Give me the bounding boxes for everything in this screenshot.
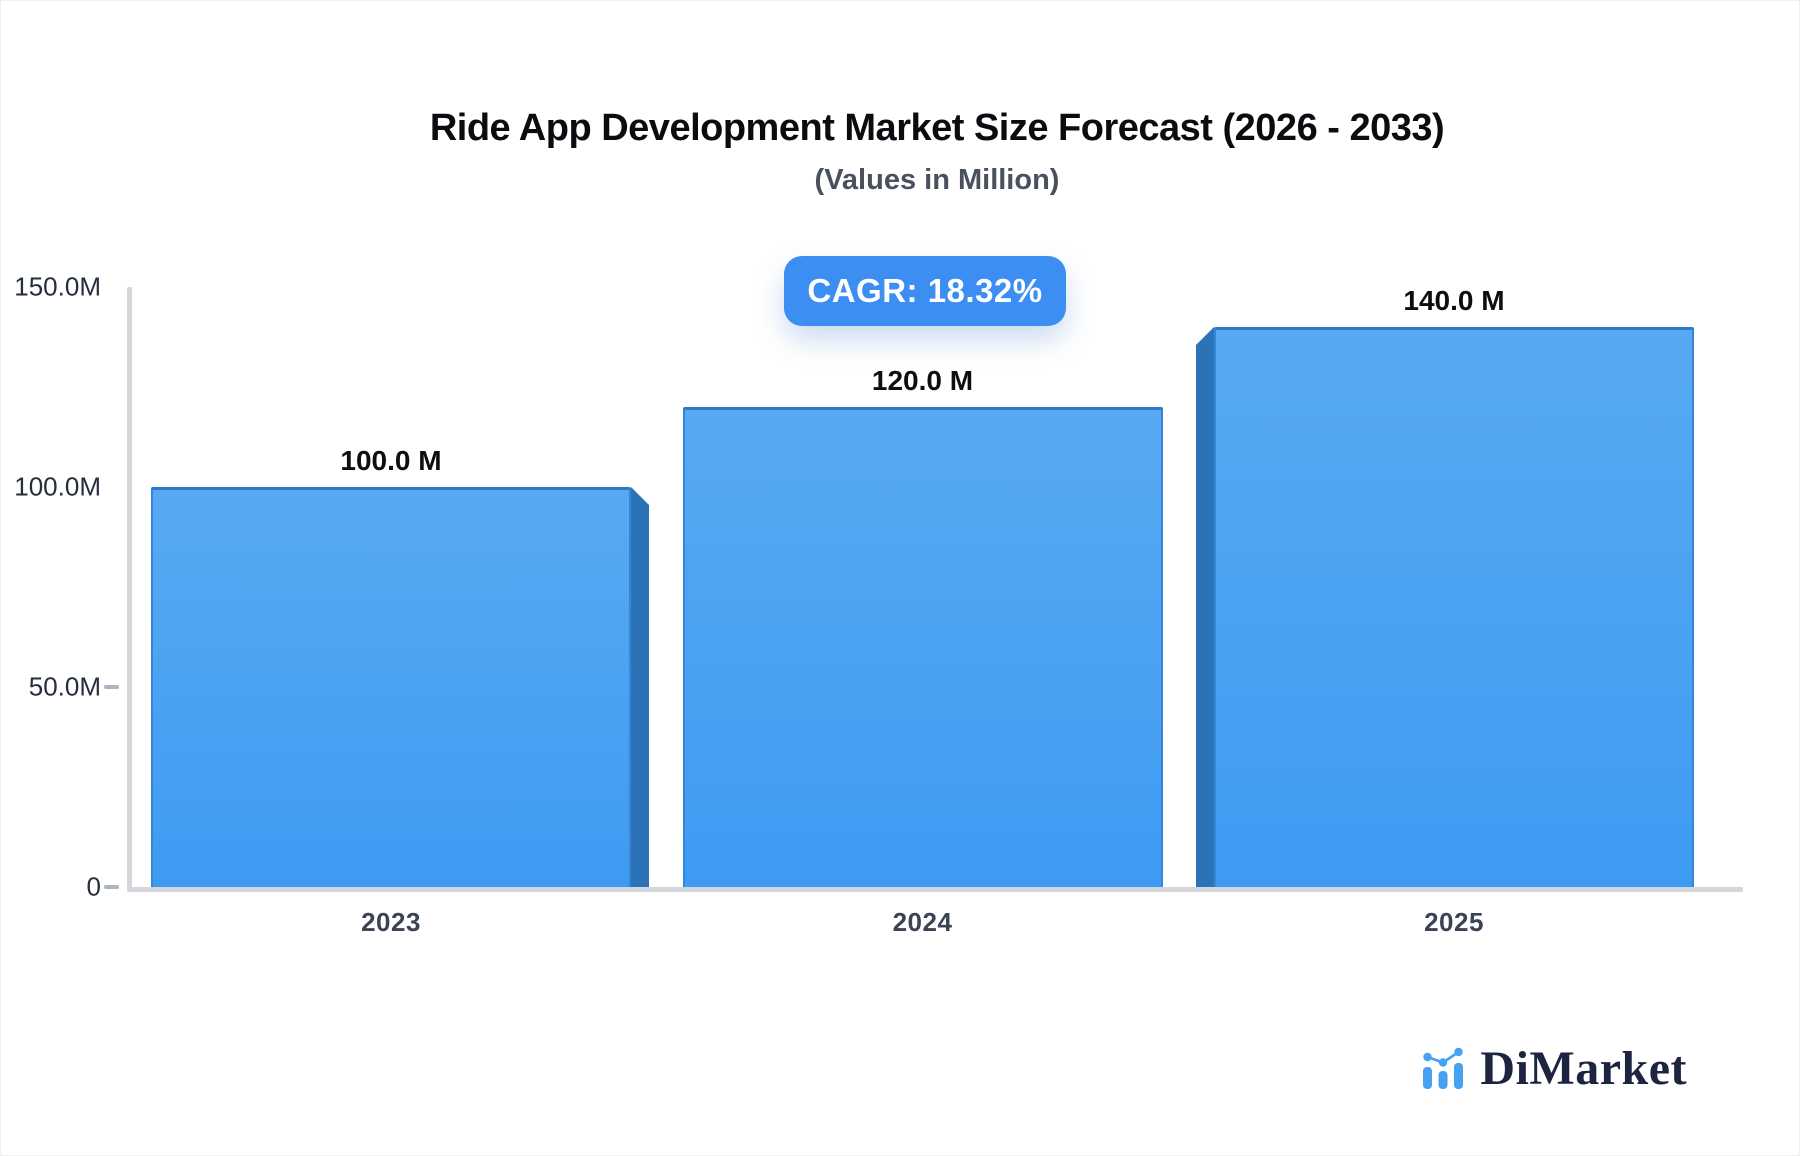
- x-axis-line: [127, 887, 1743, 892]
- y-tick-label: 0: [86, 871, 101, 902]
- y-tick-label: 100.0M: [14, 471, 101, 502]
- bar-chart-logo-icon: [1423, 1047, 1464, 1089]
- y-tick-dash: [104, 685, 119, 689]
- bar-value-label: 100.0 M: [340, 445, 442, 476]
- x-tick-label: 2025: [1424, 907, 1484, 937]
- chart-header: Ride App Development Market Size Forecas…: [37, 1, 1799, 196]
- y-tick-label: 50.0M: [28, 671, 101, 702]
- x-tick-label: 2023: [361, 907, 421, 937]
- y-axis-line: [127, 287, 132, 891]
- bar-3d-bevel: [631, 487, 649, 887]
- bar-2024: [682, 407, 1163, 887]
- chart-subtitle: (Values in Million): [814, 164, 1060, 196]
- brand-name: DiMarket: [1480, 1042, 1687, 1095]
- brand-logo: DiMarket: [1420, 1041, 1687, 1096]
- chart-title: Ride App Development Market Size Forecas…: [429, 107, 1445, 149]
- cagr-badge: CAGR: 18.32%: [784, 256, 1066, 326]
- bar-value-label: 120.0 M: [871, 365, 974, 396]
- bar-value-label: 140.0 M: [1403, 285, 1505, 316]
- x-tick-label: 2024: [892, 907, 953, 937]
- bar-2023: [151, 487, 631, 887]
- cagr-badge-label: CAGR: 18.32%: [807, 272, 1043, 309]
- bar-2025: [1214, 327, 1694, 887]
- y-tick-dash: [104, 885, 119, 889]
- bar-3d-bevel: [1196, 327, 1214, 887]
- y-tick-label: 150.0M: [14, 271, 101, 302]
